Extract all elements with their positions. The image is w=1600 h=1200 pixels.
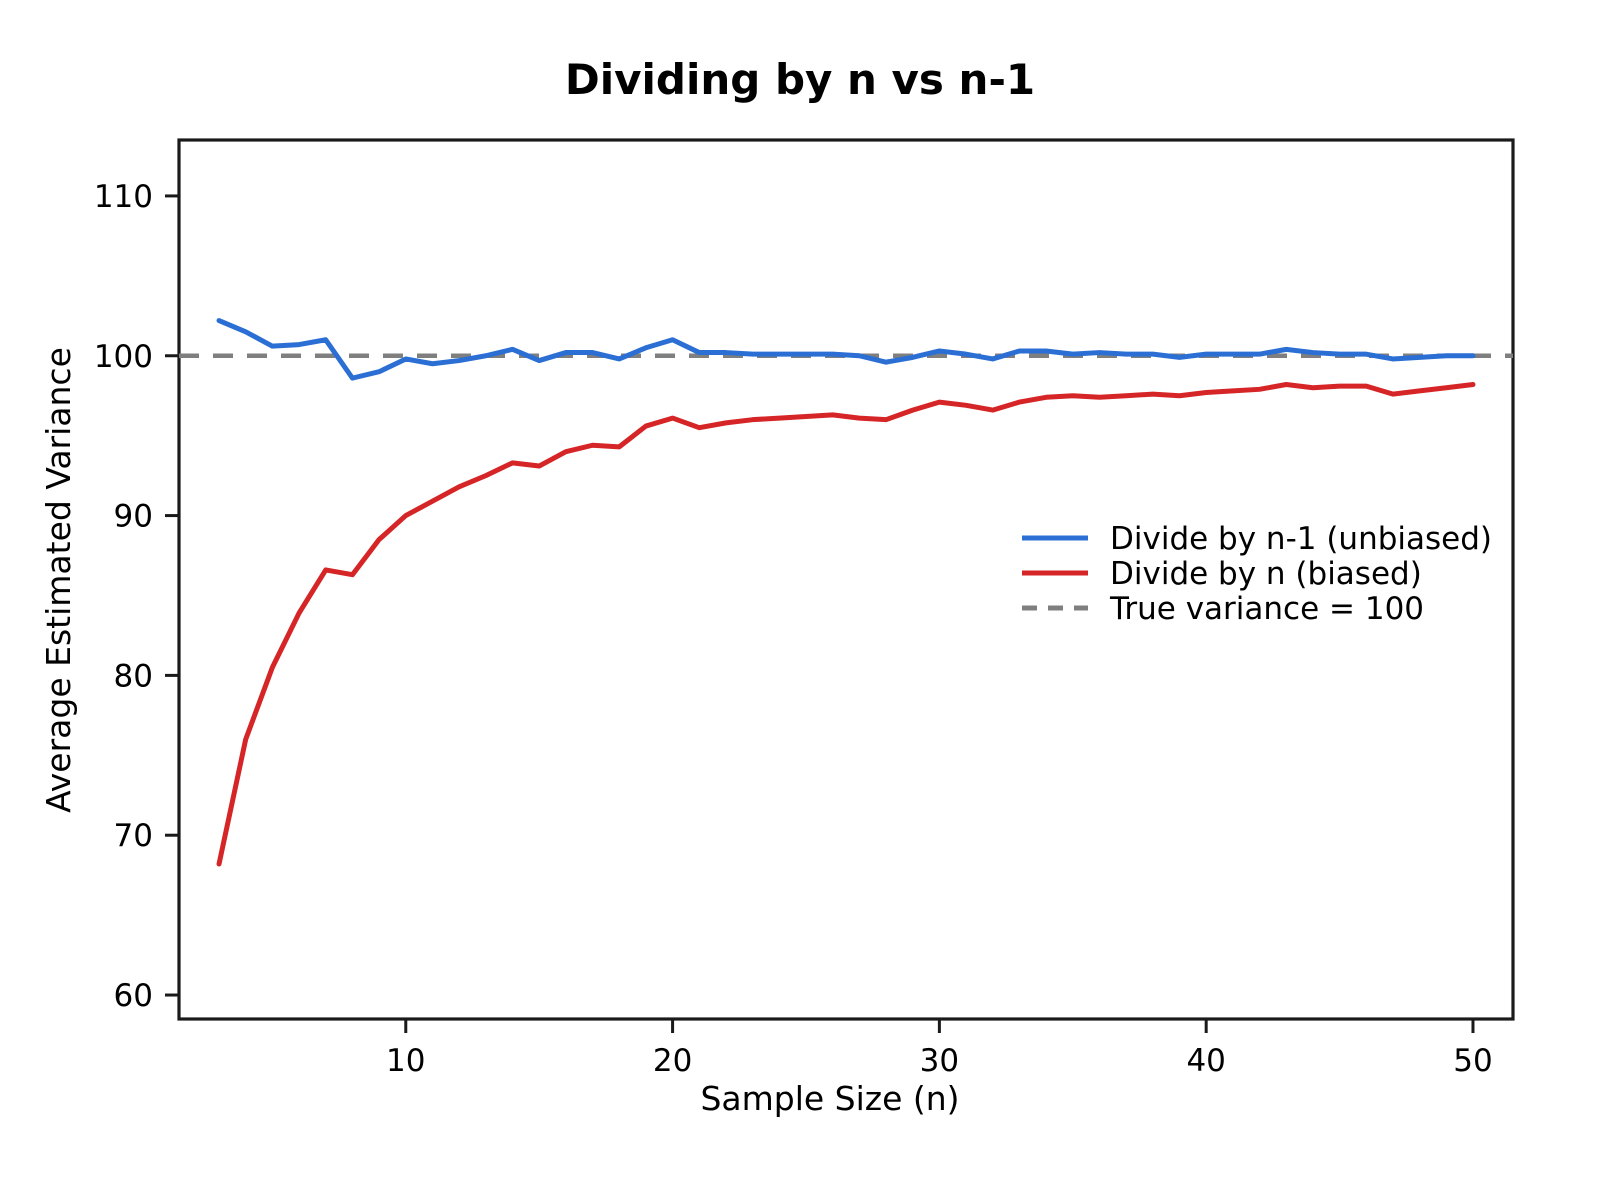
y-tick-label: 70 [114, 818, 153, 854]
x-tick-label: 30 [920, 1043, 959, 1079]
y-tick-label: 60 [114, 978, 153, 1014]
x-tick-label: 40 [1186, 1043, 1225, 1079]
x-tick-label: 20 [653, 1043, 692, 1079]
axes-frame [177, 138, 1515, 1021]
series-line-1 [216, 382, 1476, 867]
x-axis-label: Sample Size (n) [700, 1079, 959, 1118]
y-tick-label: 110 [94, 179, 153, 215]
chart-legend: Divide by n-1 (unbiased)Divide by n (bia… [1022, 521, 1492, 627]
y-tick-label: 90 [114, 499, 153, 535]
legend-label-2: True variance = 100 [1109, 591, 1424, 627]
chart-title: Dividing by n vs n-1 [565, 55, 1035, 104]
y-axis-ticks: 60 70 80 90 100 110 [94, 179, 179, 1014]
y-tick-label: 80 [114, 658, 153, 694]
legend-label-1: Divide by n (biased) [1110, 556, 1422, 592]
x-tick-label: 50 [1453, 1043, 1492, 1079]
data-series-layer [216, 318, 1476, 867]
y-tick-label: 100 [94, 339, 153, 375]
y-axis-label: Average Estimated Variance [39, 347, 78, 813]
x-axis-ticks: 10 20 30 40 50 [386, 1019, 1493, 1079]
legend-label-0: Divide by n-1 (unbiased) [1110, 521, 1492, 557]
x-tick-label: 10 [386, 1043, 425, 1079]
series-line-0 [216, 318, 1476, 381]
